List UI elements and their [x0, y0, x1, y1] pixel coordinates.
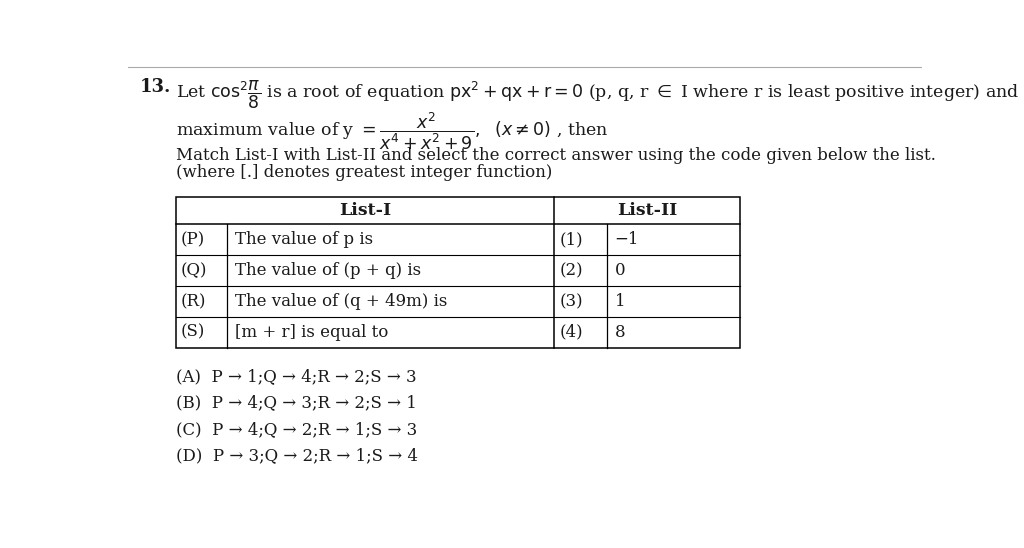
Text: (S): (S)	[180, 324, 205, 341]
Text: 13.: 13.	[139, 78, 171, 96]
Text: 1: 1	[614, 293, 626, 310]
Text: The value of (q + 49m) is: The value of (q + 49m) is	[234, 293, 447, 310]
Text: (1): (1)	[560, 231, 584, 248]
Text: Let $\cos^2\!\dfrac{\pi}{8}$ is a root of equation $\mathrm{px^2+qx+r=0}$ (p, q,: Let $\cos^2\!\dfrac{\pi}{8}$ is a root o…	[176, 78, 1024, 111]
Text: List-II: List-II	[617, 202, 677, 219]
Text: 8: 8	[614, 324, 626, 341]
Text: (3): (3)	[560, 293, 584, 310]
Text: −1: −1	[614, 231, 639, 248]
Text: (R): (R)	[180, 293, 206, 310]
Text: (P): (P)	[180, 231, 205, 248]
Text: The value of p is: The value of p is	[234, 231, 373, 248]
Text: 0: 0	[614, 262, 626, 279]
Text: (4): (4)	[560, 324, 584, 341]
Text: (D)  P → 3;Q → 2;R → 1;S → 4: (D) P → 3;Q → 2;R → 1;S → 4	[176, 447, 418, 464]
Text: (Q): (Q)	[180, 262, 207, 279]
Text: (B)  P → 4;Q → 3;R → 2;S → 1: (B) P → 4;Q → 3;R → 2;S → 1	[176, 395, 417, 412]
Text: (2): (2)	[560, 262, 584, 279]
Text: The value of (p + q) is: The value of (p + q) is	[234, 262, 421, 279]
Text: (C)  P → 4;Q → 2;R → 1;S → 3: (C) P → 4;Q → 2;R → 1;S → 3	[176, 421, 418, 438]
Text: (where [.] denotes greatest integer function): (where [.] denotes greatest integer func…	[176, 164, 552, 181]
Text: List-I: List-I	[339, 202, 391, 219]
Text: (A)  P → 1;Q → 4;R → 2;S → 3: (A) P → 1;Q → 4;R → 2;S → 3	[176, 368, 417, 385]
Bar	[176, 197, 740, 347]
Text: maximum value of y $=\dfrac{x^2}{x^4+x^2+9},\ \ (x\neq 0)$ , then: maximum value of y $=\dfrac{x^2}{x^4+x^2…	[176, 110, 608, 152]
Text: Match List-I with List-II and select the correct answer using the code given bel: Match List-I with List-II and select the…	[176, 147, 936, 164]
Text: [m + r] is equal to: [m + r] is equal to	[234, 324, 388, 341]
